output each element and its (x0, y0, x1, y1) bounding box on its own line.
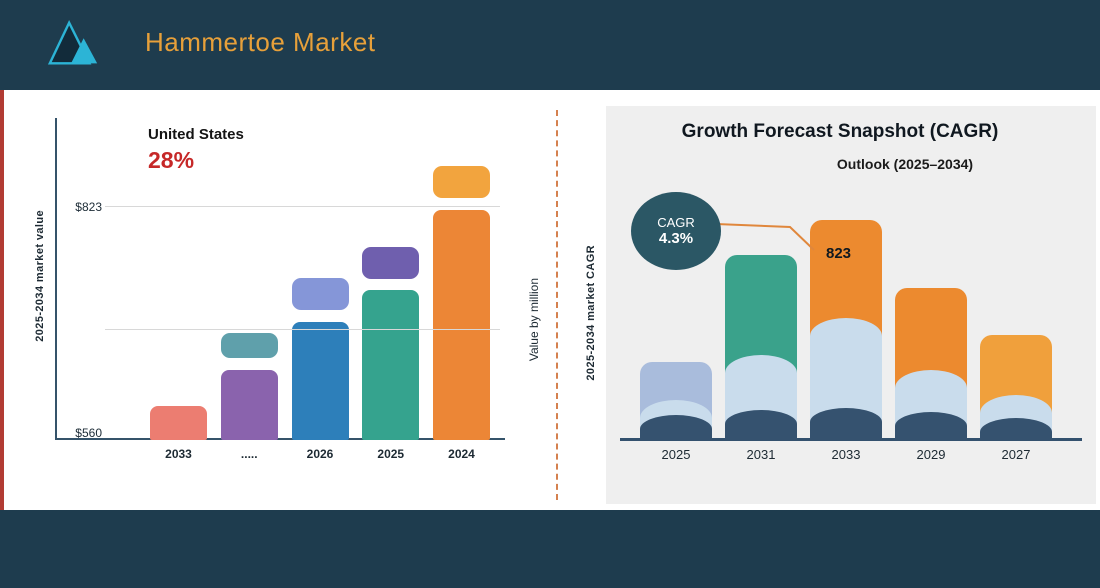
x-label: 2033 (831, 447, 861, 462)
right-chart-title: Growth Forecast Snapshot (CAGR) (681, 121, 999, 142)
bar-column-2024 (433, 100, 490, 440)
left-x-labels: 2033..... 2026 2025 2024 (150, 447, 490, 461)
panel-divider (556, 110, 558, 500)
cagr-badge: CAGR 4.3% (631, 192, 721, 270)
bar-column-2026 (291, 100, 349, 440)
footer-bar: @ All Market Analysis Snapshot GlobalHam… (0, 510, 1100, 588)
right-plot (640, 100, 1052, 440)
left-y-axis-line (55, 118, 57, 440)
stacked-bar-column-2033 (810, 100, 882, 440)
right-chart-subtitle: Outlook (2025–2034) (836, 156, 974, 172)
x-label: 2025 (377, 447, 405, 461)
cagr-badge-label: CAGR (657, 215, 695, 230)
x-label: ..... (240, 447, 258, 461)
x-label: 2024 (448, 447, 475, 461)
gridline (105, 206, 500, 208)
brand-logo-icon (47, 19, 98, 65)
bar-column-2025 (362, 100, 420, 440)
bar-column-2033 (150, 100, 207, 440)
segment-base (810, 408, 882, 440)
bar-cap (362, 246, 420, 279)
region-label: United States (148, 126, 244, 143)
left-plot (105, 100, 500, 440)
segment-base (640, 414, 712, 440)
x-label: 2026 (306, 447, 334, 461)
bar-segment-main (433, 210, 490, 440)
stacked-bar-column-2025 (640, 100, 712, 440)
callout-value-823: 823 (826, 245, 852, 262)
stacked-bar-column-2027 (980, 100, 1052, 440)
bar-segment-main (220, 370, 278, 440)
left-y-axis-title: 2025-2034 market value (34, 210, 46, 342)
stacked-bar-column-2031 (725, 100, 797, 440)
x-label: 2027 (1001, 447, 1031, 462)
segment-base (980, 417, 1052, 440)
left-bars (150, 100, 490, 440)
bar-segment-main (150, 406, 207, 440)
x-label: 2033 (165, 447, 192, 461)
right-x-labels: 2025 2031 2033 2029 2027 (640, 447, 1052, 462)
segment-base (725, 410, 797, 440)
bar-cap (433, 166, 490, 199)
cagr-badge-value: 4.3% (658, 230, 694, 247)
left-edge-accent (0, 90, 4, 510)
bar-segment-main (291, 322, 349, 440)
bar-column-..... (220, 100, 278, 440)
value-by-million-label: Value by million (527, 278, 541, 362)
right-bars (640, 100, 1052, 440)
bar-cap (220, 332, 278, 359)
bar-cap (291, 278, 349, 311)
right-y-axis-title: 2025-2034 market CAGR (585, 245, 597, 381)
y-tick-560: $560 (75, 426, 102, 440)
x-label: 2029 (916, 447, 946, 462)
bar-segment-main (362, 290, 420, 440)
stacked-bar-column-2029 (895, 100, 967, 440)
x-label: 2031 (746, 447, 776, 462)
page-title: Hammertoe Market (145, 27, 376, 57)
growth-percent: 28% (148, 147, 195, 173)
gridline (105, 328, 500, 330)
header-bar: Hammertoe Market (0, 0, 1100, 90)
left-x-axis-line (55, 438, 505, 440)
segment-base (895, 412, 967, 440)
y-tick-823: $823 (75, 200, 102, 214)
x-label: 2025 (661, 447, 691, 462)
